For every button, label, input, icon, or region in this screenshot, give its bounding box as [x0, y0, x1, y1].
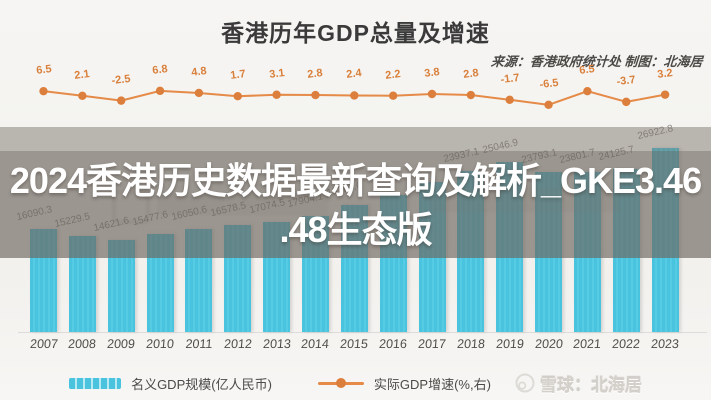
growth-point-2011: [194, 88, 204, 98]
growth-point-2008: [78, 91, 87, 100]
growth-point-2021: [583, 86, 592, 96]
growth-point-2013: [272, 90, 281, 99]
growth-point-2007: [39, 86, 48, 96]
overlay-banner-line2: .48生态版: [279, 208, 432, 250]
overlay-band-dark: [0, 151, 711, 258]
overlay-band-light: [0, 127, 711, 151]
growth-point-2022: [622, 97, 631, 107]
snowball-logo-icon: [515, 373, 535, 393]
growth-point-2023: [660, 90, 670, 99]
legend-bar-label: 名义GDP规模(亿人民币): [131, 376, 272, 392]
growth-point-2015: [350, 91, 359, 100]
growth-point-2010: [155, 86, 165, 96]
legend-line-label: 实际GDP增速(%,右): [373, 376, 491, 392]
brand-watermark: 雪球：北海居: [515, 371, 642, 396]
growth-point-2020: [544, 100, 553, 110]
growth-point-2012: [233, 92, 242, 101]
overlay-banner: 2024香港历史数据最新查询及解析_GKE3.46 .48生态版: [0, 151, 711, 258]
bar-series-swatch-icon: [69, 377, 122, 389]
growth-point-2019: [505, 95, 514, 104]
growth-point-2016: [388, 91, 398, 100]
x-axis-line: [18, 332, 707, 333]
brand-watermark-text: 雪球：北海居: [539, 375, 642, 395]
line-series-swatch-icon: [317, 378, 364, 388]
growth-point-2018: [466, 90, 476, 100]
overlay-banner-line1: 2024香港历史数据最新查询及解析_GKE3.46: [9, 159, 702, 201]
page-title: 香港历年GDP总量及增速: [221, 20, 490, 46]
growth-point-2014: [311, 90, 320, 100]
growth-point-2017: [427, 89, 437, 99]
growth-point-2009: [117, 96, 126, 105]
legend: 名义GDP规模(亿人民币) 实际GDP增速(%,右) 雪球：北海居: [0, 370, 711, 396]
